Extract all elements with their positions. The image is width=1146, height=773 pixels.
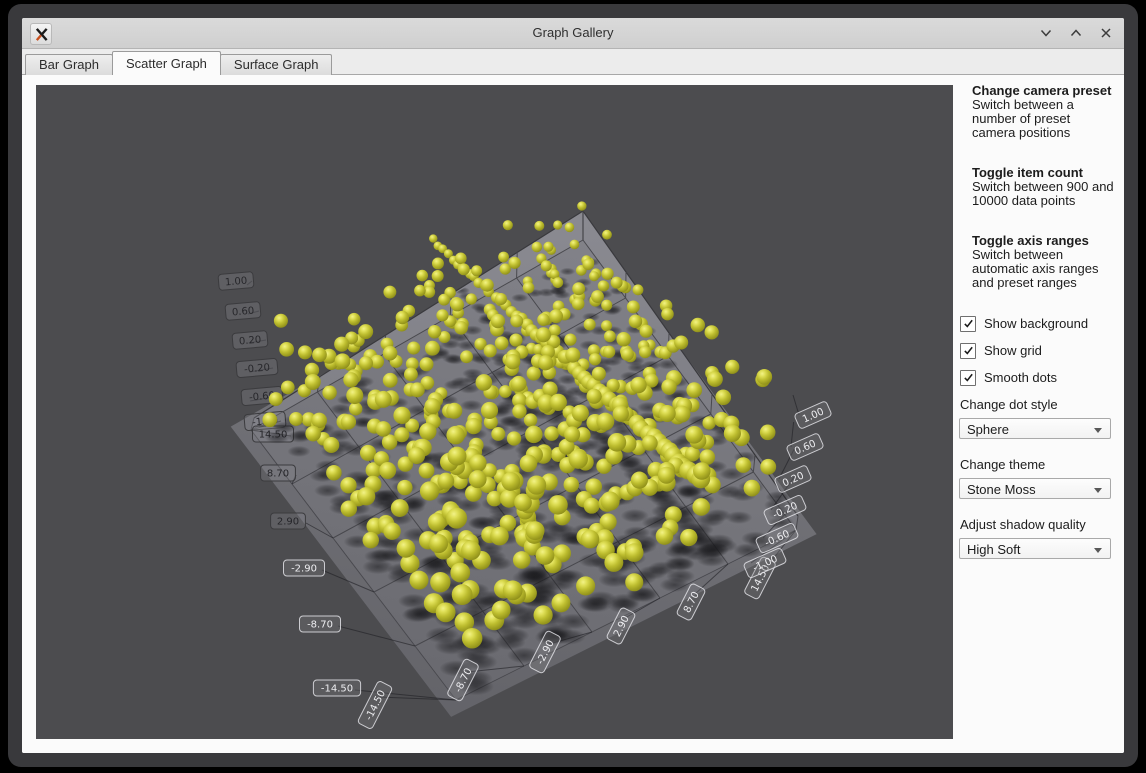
combobox-value: Stone Moss bbox=[967, 482, 1036, 497]
dot-style-combobox[interactable]: Sphere bbox=[959, 418, 1111, 439]
show-background-checkbox[interactable]: Show background bbox=[960, 315, 1124, 332]
tab-bar: Bar Graph Scatter Graph Surface Graph bbox=[25, 51, 333, 75]
tab-surface-graph[interactable]: Surface Graph bbox=[219, 54, 333, 75]
window-title: Graph Gallery bbox=[532, 25, 614, 40]
theme-label: Change theme bbox=[960, 457, 1046, 472]
maximize-button[interactable] bbox=[1066, 23, 1086, 43]
tab-bar-graph[interactable]: Bar Graph bbox=[25, 54, 113, 75]
svg-text:-14.50: -14.50 bbox=[321, 684, 353, 695]
svg-text:-0.60: -0.60 bbox=[249, 390, 276, 403]
button-description: Switch between a number of preset camera… bbox=[972, 97, 1074, 140]
checkbox-label: Show background bbox=[984, 316, 1089, 331]
svg-text:0.20: 0.20 bbox=[239, 335, 262, 348]
toggle-item-count-button[interactable]: Toggle item count Switch between 900 and… bbox=[972, 166, 1124, 208]
svg-text:1.00: 1.00 bbox=[225, 276, 248, 289]
checkbox-label: Show grid bbox=[984, 343, 1042, 358]
scatter-3d-canvas[interactable]: 1.000.600.20-0.20-0.60-1.0014.508.702.90… bbox=[36, 85, 953, 739]
svg-text:2.90: 2.90 bbox=[277, 517, 299, 528]
checkbox-check-icon bbox=[960, 369, 976, 386]
combobox-value: Sphere bbox=[967, 422, 1009, 437]
svg-text:-0.20: -0.20 bbox=[244, 362, 271, 375]
svg-text:8.70: 8.70 bbox=[267, 469, 289, 480]
toggle-axis-ranges-button[interactable]: Toggle axis ranges Switch between automa… bbox=[972, 234, 1124, 290]
checkbox-check-icon bbox=[960, 342, 976, 359]
shadow-quality-label: Adjust shadow quality bbox=[960, 517, 1086, 532]
chevron-down-icon bbox=[1094, 428, 1102, 433]
x11-logo-icon bbox=[30, 23, 52, 45]
button-description: Switch between 900 and 10000 data points bbox=[972, 179, 1114, 208]
button-title: Change camera preset bbox=[972, 83, 1112, 98]
button-title: Toggle item count bbox=[972, 165, 1083, 180]
combobox-value: High Soft bbox=[967, 542, 1021, 557]
button-description: Switch between automatic axis ranges and… bbox=[972, 247, 1099, 290]
checkbox-label: Smooth dots bbox=[984, 370, 1057, 385]
button-title: Toggle axis ranges bbox=[972, 233, 1089, 248]
shadow-quality-combobox[interactable]: High Soft bbox=[959, 538, 1111, 559]
svg-text:0.60: 0.60 bbox=[232, 306, 255, 319]
titlebar[interactable]: Graph Gallery bbox=[22, 18, 1124, 49]
change-camera-preset-button[interactable]: Change camera preset Switch between a nu… bbox=[972, 84, 1124, 140]
dot-style-label: Change dot style bbox=[960, 397, 1058, 412]
chevron-down-icon bbox=[1094, 488, 1102, 493]
svg-text:-8.70: -8.70 bbox=[307, 620, 333, 631]
svg-text:-2.90: -2.90 bbox=[291, 564, 317, 575]
close-button[interactable] bbox=[1096, 23, 1116, 43]
app-window: Graph Gallery Bar Graph Scatter Graph Su… bbox=[22, 18, 1124, 753]
show-grid-checkbox[interactable]: Show grid bbox=[960, 342, 1124, 359]
chevron-down-icon bbox=[1094, 548, 1102, 553]
window-outer-frame: Graph Gallery Bar Graph Scatter Graph Su… bbox=[8, 4, 1138, 767]
smooth-dots-checkbox[interactable]: Smooth dots bbox=[960, 369, 1124, 386]
theme-combobox[interactable]: Stone Moss bbox=[959, 478, 1111, 499]
checkbox-check-icon bbox=[960, 315, 976, 332]
controls-sidebar: Change camera preset Switch between a nu… bbox=[958, 84, 1124, 559]
minimize-button[interactable] bbox=[1036, 23, 1056, 43]
tab-scatter-graph[interactable]: Scatter Graph bbox=[111, 51, 221, 75]
tab-pane: 1.000.600.20-0.20-0.60-1.0014.508.702.90… bbox=[22, 74, 1124, 753]
